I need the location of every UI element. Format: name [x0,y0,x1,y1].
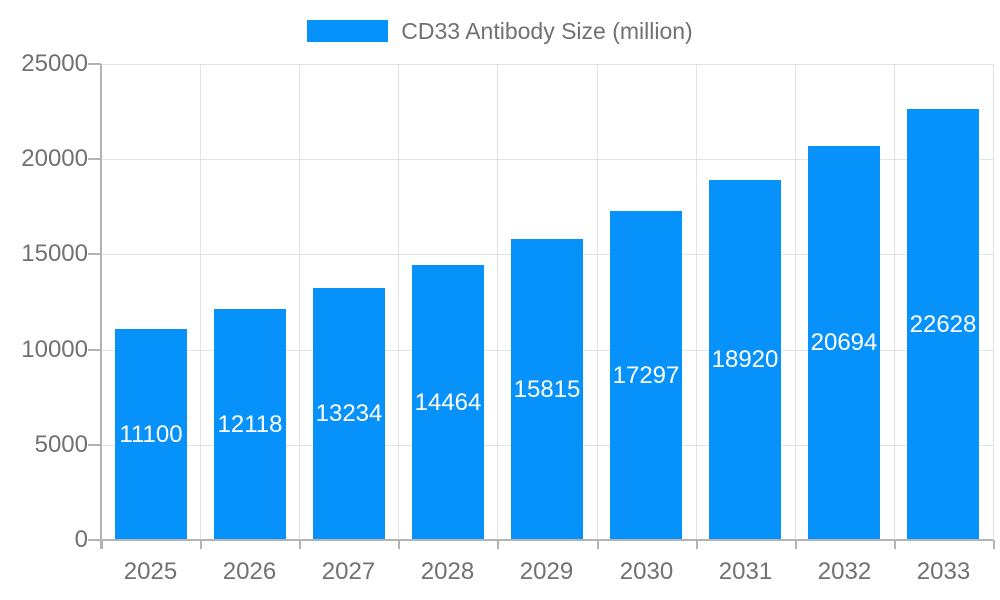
bar-2025[interactable]: 11100 [115,329,187,540]
x-axis-tick-label: 2025 [123,558,178,585]
x-axis-tick [497,540,499,549]
y-axis-line [100,64,102,549]
bar-2027[interactable]: 13234 [313,288,385,540]
x-axis-tick [894,540,896,549]
y-axis-tick-label: 20000 [21,145,88,172]
gridline-vertical [398,64,399,540]
y-axis-tick [88,253,101,255]
x-axis-tick [299,540,301,549]
bar-value-label: 11100 [119,420,183,448]
y-axis-tick-label: 10000 [21,336,88,363]
x-axis-tick-label: 2030 [619,558,674,585]
y-axis-tick [88,63,101,65]
bar-2026[interactable]: 12118 [214,309,286,540]
x-axis-tick-label: 2028 [420,558,475,585]
y-axis-tick-label: 25000 [21,50,88,77]
x-axis-tick-label: 2033 [916,558,971,585]
gridline-vertical [299,64,300,540]
gridline-horizontal [101,159,993,160]
legend: CD33 Antibody Size (million) [0,16,1000,46]
x-axis-tick [200,540,202,549]
y-axis-tick-label: 5000 [34,431,88,458]
x-axis-tick [993,540,995,549]
bar-value-label: 17297 [612,361,680,389]
x-axis-tick [795,540,797,549]
x-axis-tick-label: 2029 [519,558,574,585]
bar-2030[interactable]: 17297 [610,211,682,540]
legend-item[interactable]: CD33 Antibody Size (million) [307,16,693,46]
gridline-vertical [597,64,598,540]
x-axis-tick [398,540,400,549]
legend-color-swatch [307,20,389,42]
bar-value-label: 14464 [414,388,482,416]
bar-2028[interactable]: 14464 [412,265,484,540]
x-axis-tick-label: 2026 [222,558,277,585]
x-axis-tick-label: 2031 [718,558,773,585]
gridline-vertical [200,64,201,540]
y-axis-tick-label: 15000 [21,240,88,267]
bar-value-label: 15815 [513,375,581,403]
y-axis-tick-label: 0 [74,526,88,553]
bar-value-label: 12118 [217,410,283,438]
x-axis-tick-label: 2027 [321,558,376,585]
bar-value-label: 22628 [909,310,977,338]
bar-2032[interactable]: 20694 [808,146,880,540]
gridline-vertical [993,64,994,540]
gridline-vertical [497,64,498,540]
y-axis-tick [88,444,101,446]
bar-2029[interactable]: 15815 [511,239,583,540]
x-axis-tick [696,540,698,549]
legend-label: CD33 Antibody Size (million) [401,18,693,44]
bar-value-label: 13234 [315,400,383,427]
x-axis-line [101,539,993,541]
bar-2033[interactable]: 22628 [907,109,979,540]
bar-value-label: 20694 [810,329,878,356]
gridline-vertical [894,64,895,540]
gridline-vertical [795,64,796,540]
gridline-horizontal [101,64,993,65]
y-axis-tick [88,158,101,160]
x-axis-tick-label: 2032 [817,558,872,585]
gridline-vertical [696,64,697,540]
y-axis-tick [88,349,101,351]
x-axis-tick [101,540,103,549]
y-axis-tick [88,539,101,541]
x-axis-tick [597,540,599,549]
bar-value-label: 18920 [711,346,779,373]
bar-2031[interactable]: 18920 [709,180,781,540]
